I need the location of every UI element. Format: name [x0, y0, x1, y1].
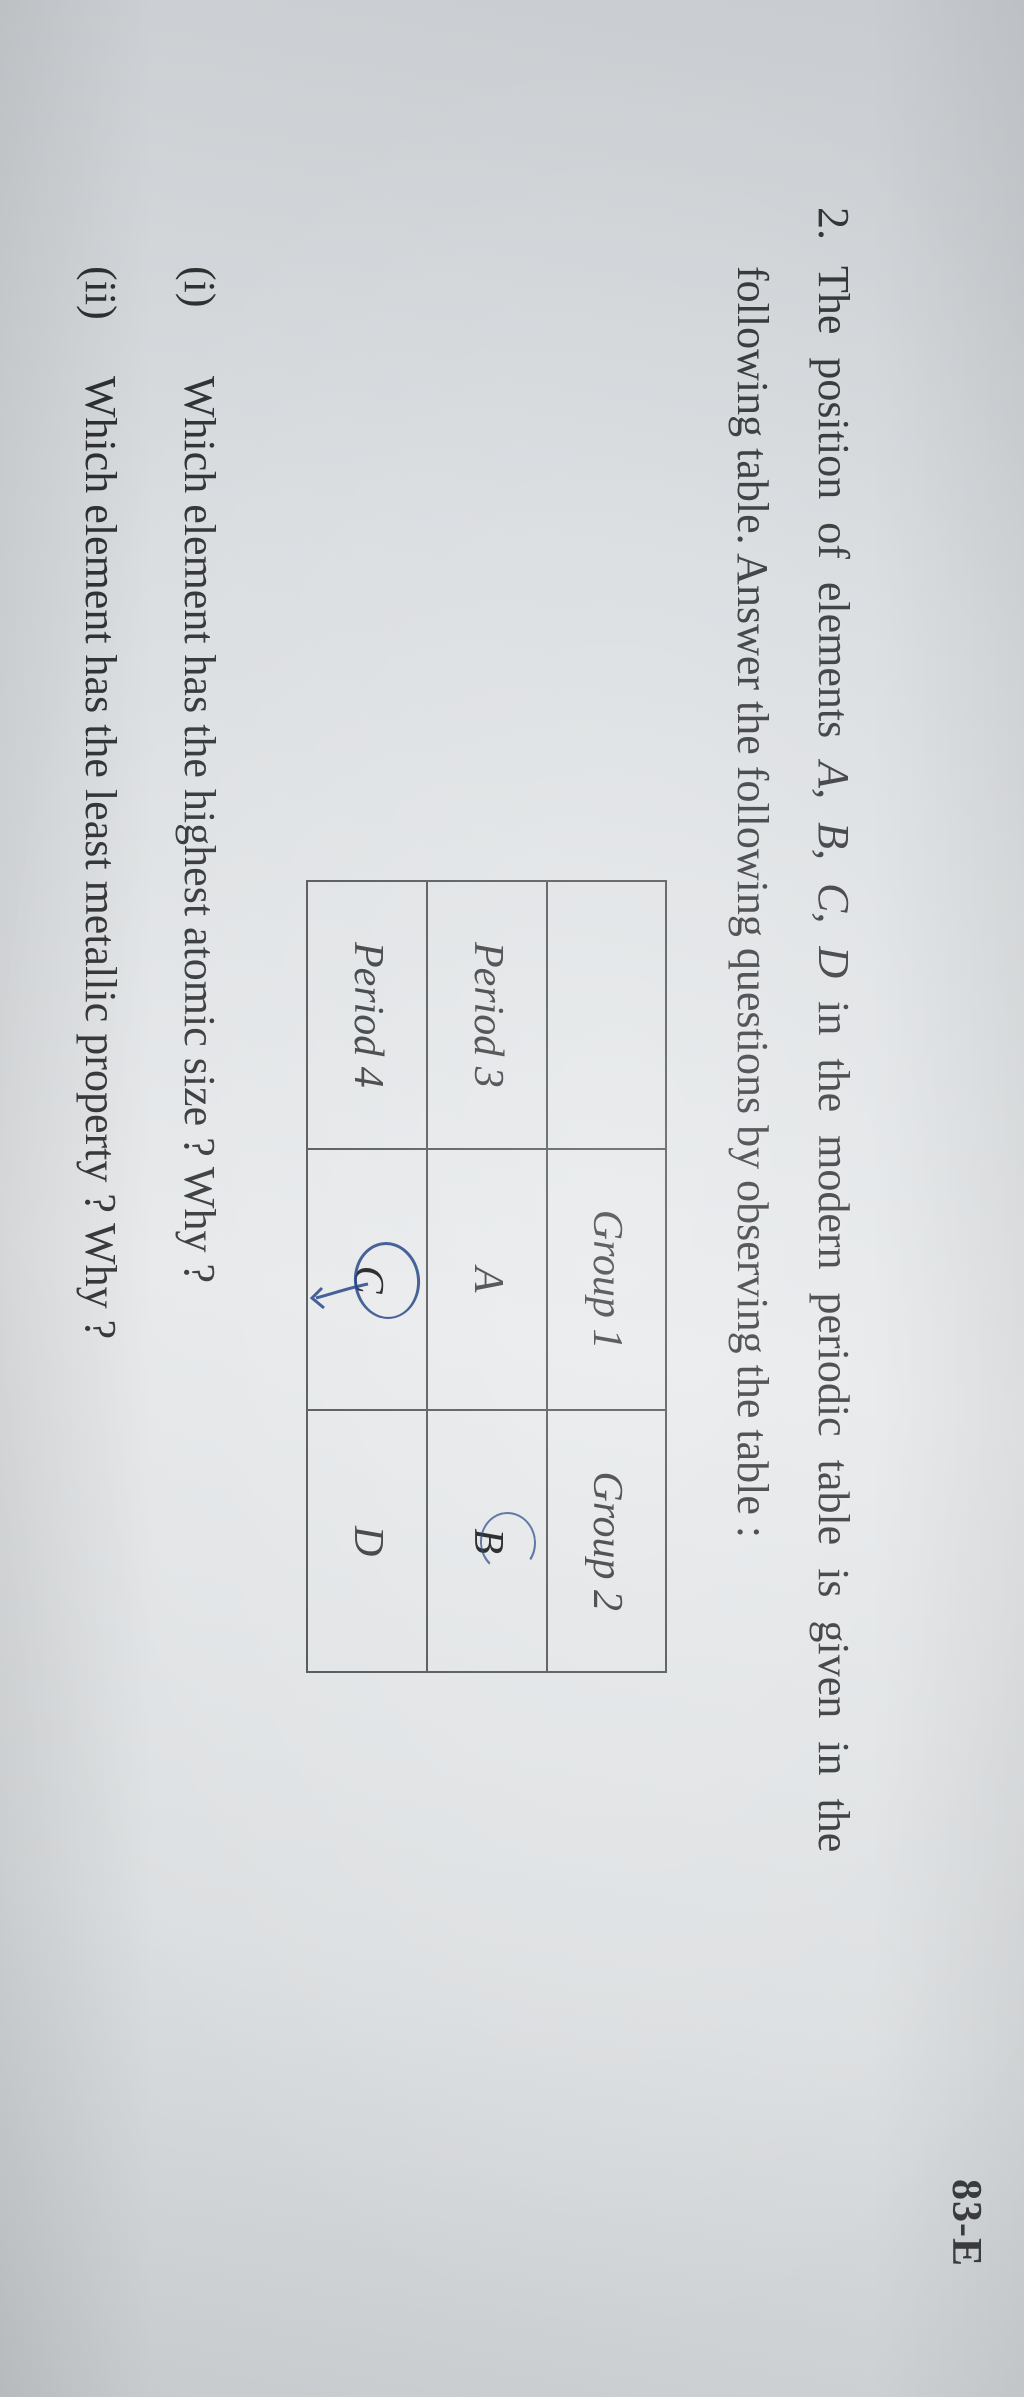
table-row: Period 3 A B — [427, 881, 547, 1672]
question-block: 2. The position of elements A, B, C, D i… — [258, 170, 874, 2287]
col-group-1: Group 1 — [547, 1149, 667, 1411]
periodic-position-table: Group 1 Group 2 Period 3 A B Period 4 — [306, 880, 667, 1673]
question-elements: A, B, C, D — [809, 761, 858, 978]
row-period-4: Period 4 — [307, 881, 427, 1149]
table-row: Group 1 Group 2 — [547, 881, 667, 1672]
question-line1-a: The position of elements — [809, 266, 858, 761]
subquestion-ii: (ii) Which element has the least metalli… — [59, 266, 140, 2287]
cell-b-value: B — [465, 1528, 511, 1554]
cell-a: A — [427, 1149, 547, 1411]
cell-b: B — [427, 1410, 547, 1672]
exam-code: 83-E — [942, 2179, 990, 2267]
subquestion-i: (i) Which element has the highest atomic… — [159, 266, 240, 2287]
table-corner — [547, 881, 667, 1149]
cell-c-value: C — [345, 1266, 391, 1294]
question-line1-b: in the modern periodic table is given in… — [809, 978, 858, 1852]
question-text: The position of elements A, B, C, D in t… — [258, 266, 874, 2287]
cell-c: C — [307, 1149, 427, 1411]
cell-d: D — [307, 1410, 427, 1672]
subquestion-ii-label: (ii) — [59, 266, 140, 376]
subquestion-ii-text: Which element has the least metallic pro… — [59, 376, 140, 2287]
subquestion-i-text: Which element has the highest atomic siz… — [159, 376, 240, 2287]
row-period-3: Period 3 — [427, 881, 547, 1149]
subquestion-i-label: (i) — [159, 266, 240, 376]
page: 83-E 2. The position of elements A, B, C… — [0, 0, 1024, 2397]
question-number: 2. — [793, 170, 874, 266]
table-row: Period 4 C D — [307, 881, 427, 1672]
col-group-2: Group 2 — [547, 1410, 667, 1672]
question-line2: following table. Answer the following qu… — [728, 266, 777, 1538]
